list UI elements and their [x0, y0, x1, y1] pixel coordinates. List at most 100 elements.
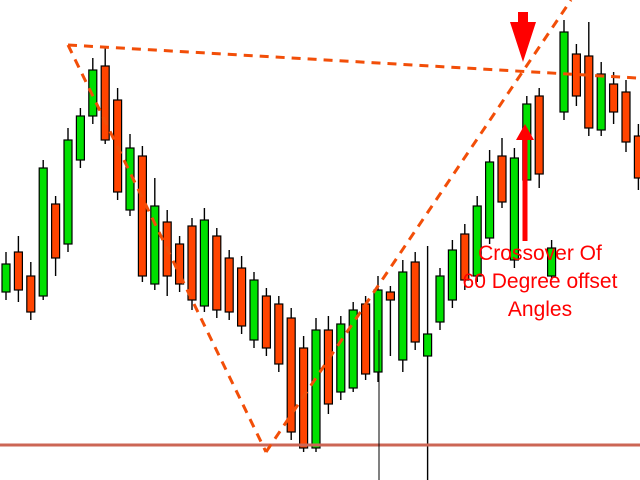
annotation-line-2: 60 Degree offset [462, 270, 618, 293]
crossover-annotation: Crossover Of 60 Degree offset Angles [440, 240, 640, 324]
markers-layer [510, 12, 536, 241]
candle [534, 88, 544, 188]
candle [13, 236, 23, 302]
annotation-line-3: Angles [507, 298, 573, 321]
candle [150, 178, 160, 290]
candle-body [447, 249, 457, 301]
candle-body [63, 139, 73, 245]
candle-body [311, 329, 321, 449]
candle [199, 208, 209, 312]
candle [237, 256, 247, 334]
candle-body [546, 247, 557, 277]
candle-body [348, 309, 358, 389]
candle [75, 108, 86, 168]
candle-body [75, 115, 86, 161]
upper-resistance-angle [67, 43, 638, 80]
candle [546, 240, 557, 280]
candle-body [435, 275, 445, 323]
candle-body [336, 323, 346, 393]
candle [249, 272, 259, 348]
candle-body [398, 271, 408, 361]
candle [274, 296, 284, 372]
candle [410, 252, 420, 350]
candle-body [50, 203, 61, 259]
candle [398, 260, 408, 372]
candle [361, 296, 371, 380]
candle [447, 240, 457, 308]
candle-body [26, 275, 36, 313]
candle [187, 218, 197, 310]
candle [435, 268, 445, 330]
candle-body [559, 31, 569, 113]
candle-body [187, 225, 197, 301]
candle [608, 72, 619, 124]
candle [460, 224, 470, 290]
ascending-60-degree-angle [264, 0, 573, 453]
candle-body [224, 257, 234, 313]
candle [497, 138, 507, 208]
candle [261, 288, 271, 356]
candle-body [13, 251, 23, 291]
candle-body [361, 303, 371, 375]
candles-layer [1, 20, 640, 480]
candle-body [261, 295, 271, 349]
annotation-line-1: Crossover Of [478, 242, 602, 265]
candle-body [584, 55, 594, 129]
candle [509, 148, 519, 268]
candle-body [249, 279, 259, 341]
candle [584, 22, 594, 136]
candle [336, 316, 346, 400]
candle [385, 286, 395, 356]
candle-body [534, 95, 544, 175]
candle-body [485, 161, 495, 239]
candle [373, 276, 383, 382]
candle [559, 20, 569, 120]
candle [137, 146, 147, 282]
candle [212, 228, 222, 318]
candle-body [38, 167, 48, 297]
candle-body [608, 83, 619, 113]
candle-body [274, 303, 284, 365]
candle-body [423, 333, 433, 357]
candle [38, 160, 48, 300]
candle-body [137, 155, 147, 277]
candle-body [497, 155, 507, 203]
candle-body [286, 317, 296, 433]
candle-body [596, 73, 606, 131]
candle-body [373, 289, 383, 373]
candle [26, 262, 36, 320]
candle-body [460, 233, 470, 281]
candle-body [150, 205, 160, 285]
candle [1, 252, 11, 300]
candle [112, 88, 123, 200]
levels-layer [0, 330, 640, 480]
candle-body [199, 219, 209, 307]
candle [224, 250, 234, 320]
candle-body [323, 329, 333, 405]
candle [50, 196, 61, 276]
candle [472, 196, 482, 282]
candle [175, 236, 185, 292]
candle [286, 308, 296, 440]
candle-body [509, 157, 519, 261]
candle [485, 150, 495, 244]
candle-body [237, 267, 247, 327]
candle-body [212, 235, 222, 311]
candle [311, 318, 321, 452]
candle [596, 62, 606, 136]
candle-body [385, 291, 395, 301]
down-arrow-marker [510, 12, 536, 62]
trendlines-layer [66, 0, 638, 453]
candle-body [472, 205, 482, 277]
candle-body [633, 135, 640, 179]
candle [423, 246, 433, 480]
up-arrow-marker [516, 124, 534, 241]
candle [63, 128, 73, 252]
descending-60-degree-angle [66, 44, 268, 453]
candle [323, 316, 333, 414]
candle-body [100, 65, 110, 141]
candle-body [1, 263, 11, 293]
candle [633, 124, 640, 190]
